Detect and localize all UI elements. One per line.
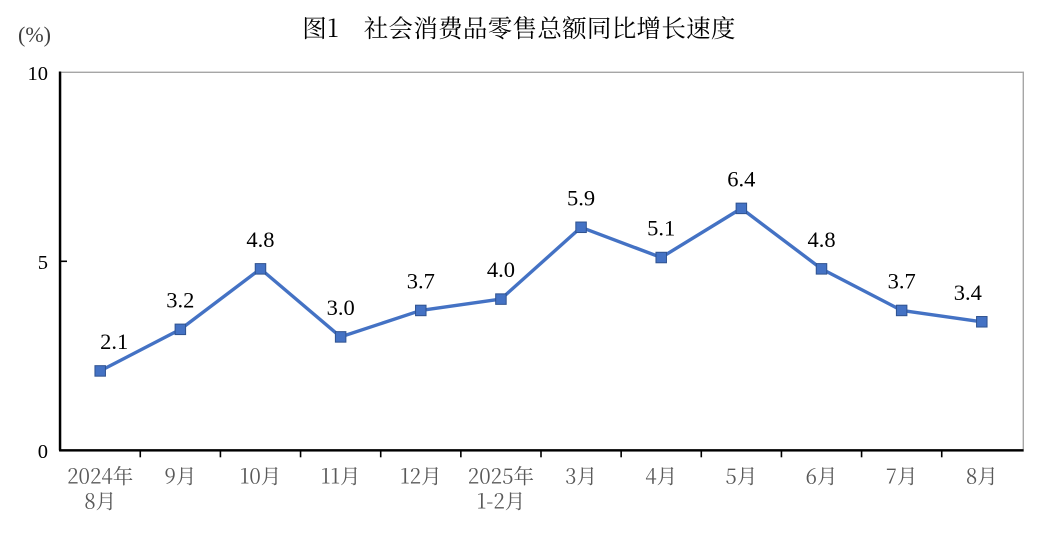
svg-text:2.1: 2.1 — [100, 329, 128, 354]
svg-text:1-2月: 1-2月 — [477, 484, 526, 514]
svg-text:4.0: 4.0 — [487, 257, 515, 282]
svg-text:3.0: 3.0 — [327, 295, 355, 320]
svg-text:5.1: 5.1 — [647, 216, 675, 241]
svg-text:4.8: 4.8 — [246, 227, 274, 252]
svg-text:9月: 9月 — [164, 459, 196, 489]
svg-text:3月: 3月 — [565, 459, 597, 489]
svg-text:(%): (%) — [18, 22, 51, 47]
svg-text:8月: 8月 — [84, 484, 116, 514]
svg-text:3.2: 3.2 — [166, 287, 194, 312]
svg-text:8月: 8月 — [966, 459, 998, 489]
svg-text:3.7: 3.7 — [407, 268, 435, 293]
svg-text:5: 5 — [38, 252, 48, 274]
svg-text:7月: 7月 — [886, 459, 918, 489]
svg-text:图1 社会消费品零售总额同比增长速度: 图1 社会消费品零售总额同比增长速度 — [302, 10, 735, 45]
svg-text:6.4: 6.4 — [727, 166, 755, 191]
svg-text:11月: 11月 — [321, 459, 361, 489]
svg-text:3.4: 3.4 — [954, 280, 982, 305]
svg-text:4.8: 4.8 — [807, 227, 835, 252]
svg-text:3.7: 3.7 — [888, 268, 916, 293]
svg-text:4月: 4月 — [645, 459, 677, 489]
svg-text:6月: 6月 — [806, 459, 838, 489]
svg-text:5.9: 5.9 — [567, 185, 595, 210]
svg-text:10: 10 — [28, 63, 49, 85]
svg-text:12月: 12月 — [400, 459, 442, 489]
svg-text:10月: 10月 — [240, 459, 282, 489]
svg-text:0: 0 — [38, 441, 48, 463]
svg-text:5月: 5月 — [725, 459, 757, 489]
